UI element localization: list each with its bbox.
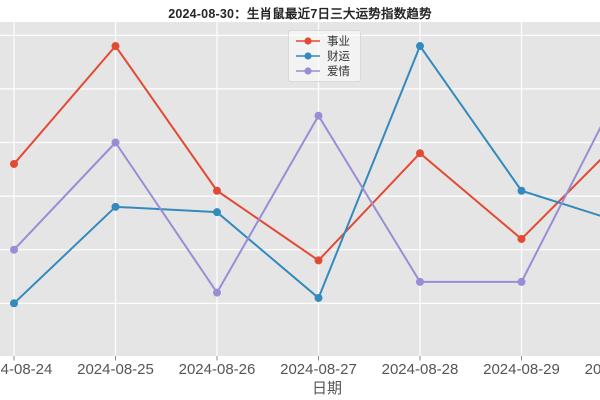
legend-label: 财运 [327,50,350,63]
series-love [10,111,600,297]
legend-item-wealth: 财运 [295,49,350,63]
data-point-wealth [111,202,120,211]
x-tick-label: 2024-08-30 [584,361,600,378]
legend-line-marker-icon [296,36,320,45]
legend-item-love: 爱情 [295,64,350,78]
data-point-wealth [213,208,221,217]
data-point-love [111,138,120,147]
data-point-career [111,42,120,51]
series-wealth [10,42,600,308]
legend-line-marker-icon [296,66,320,75]
legend-line-marker-icon [296,51,320,60]
x-tick-label: 2024-08-25 [77,361,154,378]
data-point-wealth [416,42,424,51]
chart-title: 2024-08-30：生肖鼠最近7日三大运势指数趋势 [168,7,432,21]
data-point-love [517,277,526,286]
data-point-love [314,111,323,120]
legend-label: 事业 [327,35,350,48]
data-point-career [314,256,323,265]
series-career [10,42,600,265]
legend-label: 爱情 [327,65,350,78]
legend-item-career: 事业 [295,34,350,48]
x-tick-label: 2024-08-26 [178,361,256,378]
data-point-career [213,186,221,195]
data-point-love [10,245,18,254]
x-tick-label: 2024-08-28 [381,361,459,378]
data-point-love [213,288,221,297]
x-axis-label: 日期 [311,380,342,397]
data-point-career [416,149,424,158]
data-point-wealth [10,299,18,308]
data-point-career [517,234,526,243]
x-tick-label: 2024-08-27 [280,361,357,378]
legend: 事业 财运 爱情 [288,30,361,82]
x-tick-label: 2024-08-29 [483,361,560,378]
data-point-career [10,159,18,168]
data-point-wealth [314,293,323,302]
x-tick-label: 2024-08-24 [0,361,53,378]
data-point-wealth [517,186,526,195]
data-point-love [416,277,424,286]
